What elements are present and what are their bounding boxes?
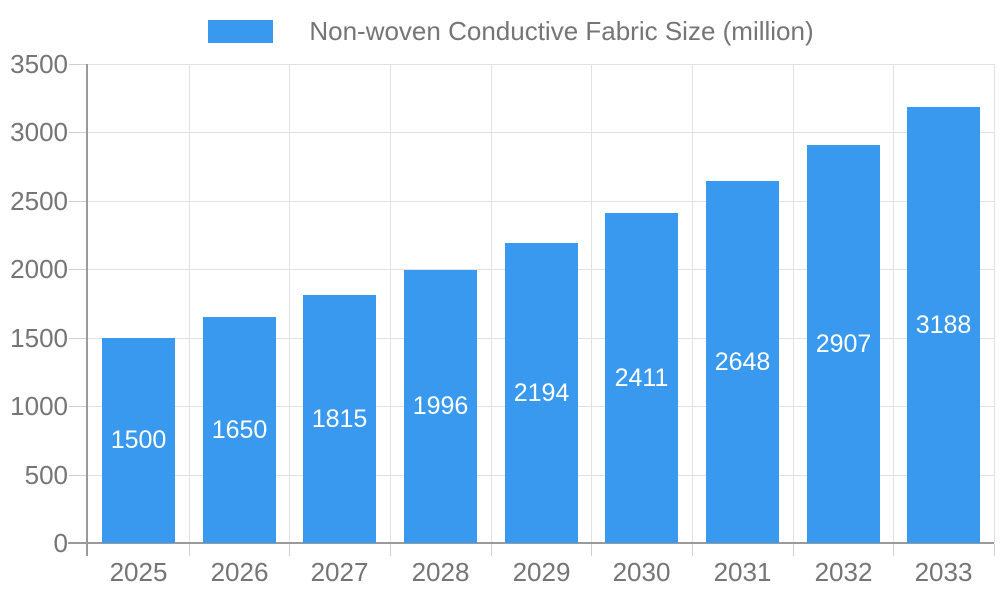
bar-value-label: 2907	[815, 329, 872, 358]
y-tick	[69, 269, 88, 270]
legend-label: Non-woven Conductive Fabric Size (millio…	[309, 15, 814, 46]
y-axis-label: 1000	[10, 391, 68, 421]
x-gridline	[994, 64, 995, 543]
bar-value-label: 2411	[614, 363, 669, 392]
y-tick	[69, 475, 88, 476]
x-gridline	[692, 64, 693, 543]
y-tick	[69, 406, 88, 407]
bar-value-label: 1996	[412, 392, 469, 420]
x-gridline	[289, 64, 290, 543]
x-axis-label: 2030	[612, 557, 671, 587]
bar-value-label: 2648	[714, 347, 771, 376]
x-axis-label: 2028	[411, 557, 470, 587]
y-gridline	[88, 201, 994, 202]
y-axis-label: 2000	[10, 254, 68, 284]
x-tick	[591, 544, 592, 556]
y-tick	[69, 338, 88, 339]
y-gridline	[88, 132, 994, 133]
x-gridline	[793, 64, 794, 543]
x-axis-label: 2033	[914, 557, 973, 587]
x-tick	[692, 544, 693, 556]
x-axis-line	[68, 542, 994, 544]
y-axis-label: 2500	[10, 186, 68, 216]
bar-value-label: 1500	[110, 426, 167, 454]
x-tick	[793, 544, 794, 556]
x-gridline	[893, 64, 894, 543]
bar-value-label: 1650	[211, 415, 268, 444]
legend[interactable]: Non-woven Conductive Fabric Size (millio…	[0, 15, 1000, 47]
x-gridline	[390, 64, 391, 543]
bar[interactable]: 1815	[303, 295, 376, 543]
bar[interactable]: 1996	[404, 270, 477, 543]
x-tick	[189, 544, 190, 556]
x-axis-label: 2031	[713, 557, 772, 587]
bar[interactable]: 2907	[807, 145, 880, 543]
bar[interactable]: 1500	[102, 338, 175, 543]
y-axis-label: 0	[53, 528, 68, 558]
x-axis-label: 2032	[814, 557, 873, 587]
y-tick	[69, 201, 88, 202]
x-axis-label: 2029	[512, 557, 571, 587]
x-tick	[893, 544, 894, 556]
legend-swatch-icon	[208, 19, 274, 43]
x-tick	[491, 544, 492, 556]
y-axis-label: 3000	[10, 117, 68, 147]
x-gridline	[491, 64, 492, 543]
bar-value-label: 1815	[311, 404, 368, 433]
x-axis-label: 2025	[109, 557, 168, 587]
y-tick	[69, 64, 88, 65]
x-axis-label: 2026	[210, 557, 269, 587]
bar[interactable]: 3188	[907, 107, 980, 543]
x-tick	[289, 544, 290, 556]
x-gridline	[591, 64, 592, 543]
bar-value-label: 3188	[915, 310, 972, 339]
bar[interactable]: 2194	[505, 243, 578, 543]
bar[interactable]: 1650	[203, 317, 276, 543]
x-gridline	[189, 64, 190, 543]
bar-value-label: 2194	[513, 378, 570, 407]
x-tick	[994, 544, 995, 556]
x-axis-label: 2027	[310, 557, 369, 587]
bar[interactable]: 2648	[706, 181, 779, 543]
y-axis-line	[86, 64, 88, 556]
x-tick	[390, 544, 391, 556]
bar[interactable]: 2411	[605, 213, 678, 543]
y-tick	[69, 132, 88, 133]
y-axis-label: 500	[24, 460, 68, 490]
y-axis-label: 3500	[10, 49, 68, 79]
y-axis-label: 1500	[10, 323, 68, 353]
y-gridline	[88, 64, 994, 65]
